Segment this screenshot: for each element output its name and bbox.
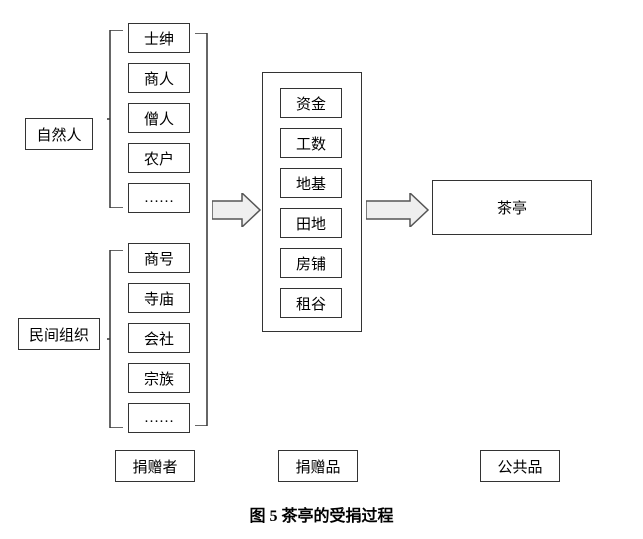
label-text: 捐赠者 [132,456,177,477]
item-box: 寺庙 [128,283,190,313]
item-text: 田地 [296,213,326,234]
output-text: 茶亭 [497,197,527,218]
item-box: 商人 [128,63,190,93]
item-box: …… [128,403,190,433]
label-text: 公共品 [497,456,542,477]
item-text: 租谷 [296,293,326,314]
category-label-natural-person: 自然人 [25,118,93,150]
bracket-right [195,33,211,426]
item-text: 寺庙 [144,288,174,309]
item-box: 租谷 [280,288,342,318]
label-text: 捐赠品 [295,456,340,477]
item-text: 农户 [144,148,174,169]
item-text: 会社 [144,328,174,349]
item-box: 资金 [280,88,342,118]
arrow-1 [212,193,262,227]
item-box: 田地 [280,208,342,238]
item-box: 会社 [128,323,190,353]
diagram-canvas: 自然人 民间组织 士绅 商人 僧人 农户 …… 商号 寺庙 会社 宗族 …… [0,0,643,539]
item-text: 地基 [296,173,326,194]
item-box: …… [128,183,190,213]
item-text: …… [144,410,174,427]
bottom-label-donor: 捐赠者 [115,450,195,482]
category-text: 民间组织 [29,324,89,345]
category-label-org: 民间组织 [18,318,100,350]
item-text: 商人 [144,68,174,89]
category-text: 自然人 [36,124,81,145]
item-text: …… [144,190,174,207]
item-box: 房铺 [280,248,342,278]
item-box: 工数 [280,128,342,158]
item-box: 农户 [128,143,190,173]
item-box: 宗族 [128,363,190,393]
item-box: 地基 [280,168,342,198]
bracket-left-2 [107,250,125,428]
item-text: 资金 [296,93,326,114]
item-text: 商号 [144,248,174,269]
bottom-label-public: 公共品 [480,450,560,482]
item-text: 僧人 [144,108,174,129]
item-text: 宗族 [144,368,174,389]
caption-text: 图 5 茶亭的受捐过程 [249,508,393,525]
item-text: 士绅 [144,28,174,49]
bracket-left-1 [107,30,125,208]
item-text: 房铺 [296,253,326,274]
bottom-label-donation: 捐赠品 [278,450,358,482]
item-text: 工数 [296,133,326,154]
figure-caption: 图 5 茶亭的受捐过程 [0,502,643,526]
item-box: 商号 [128,243,190,273]
arrow-2 [366,193,430,227]
output-box: 茶亭 [432,180,592,235]
item-box: 僧人 [128,103,190,133]
item-box: 士绅 [128,23,190,53]
